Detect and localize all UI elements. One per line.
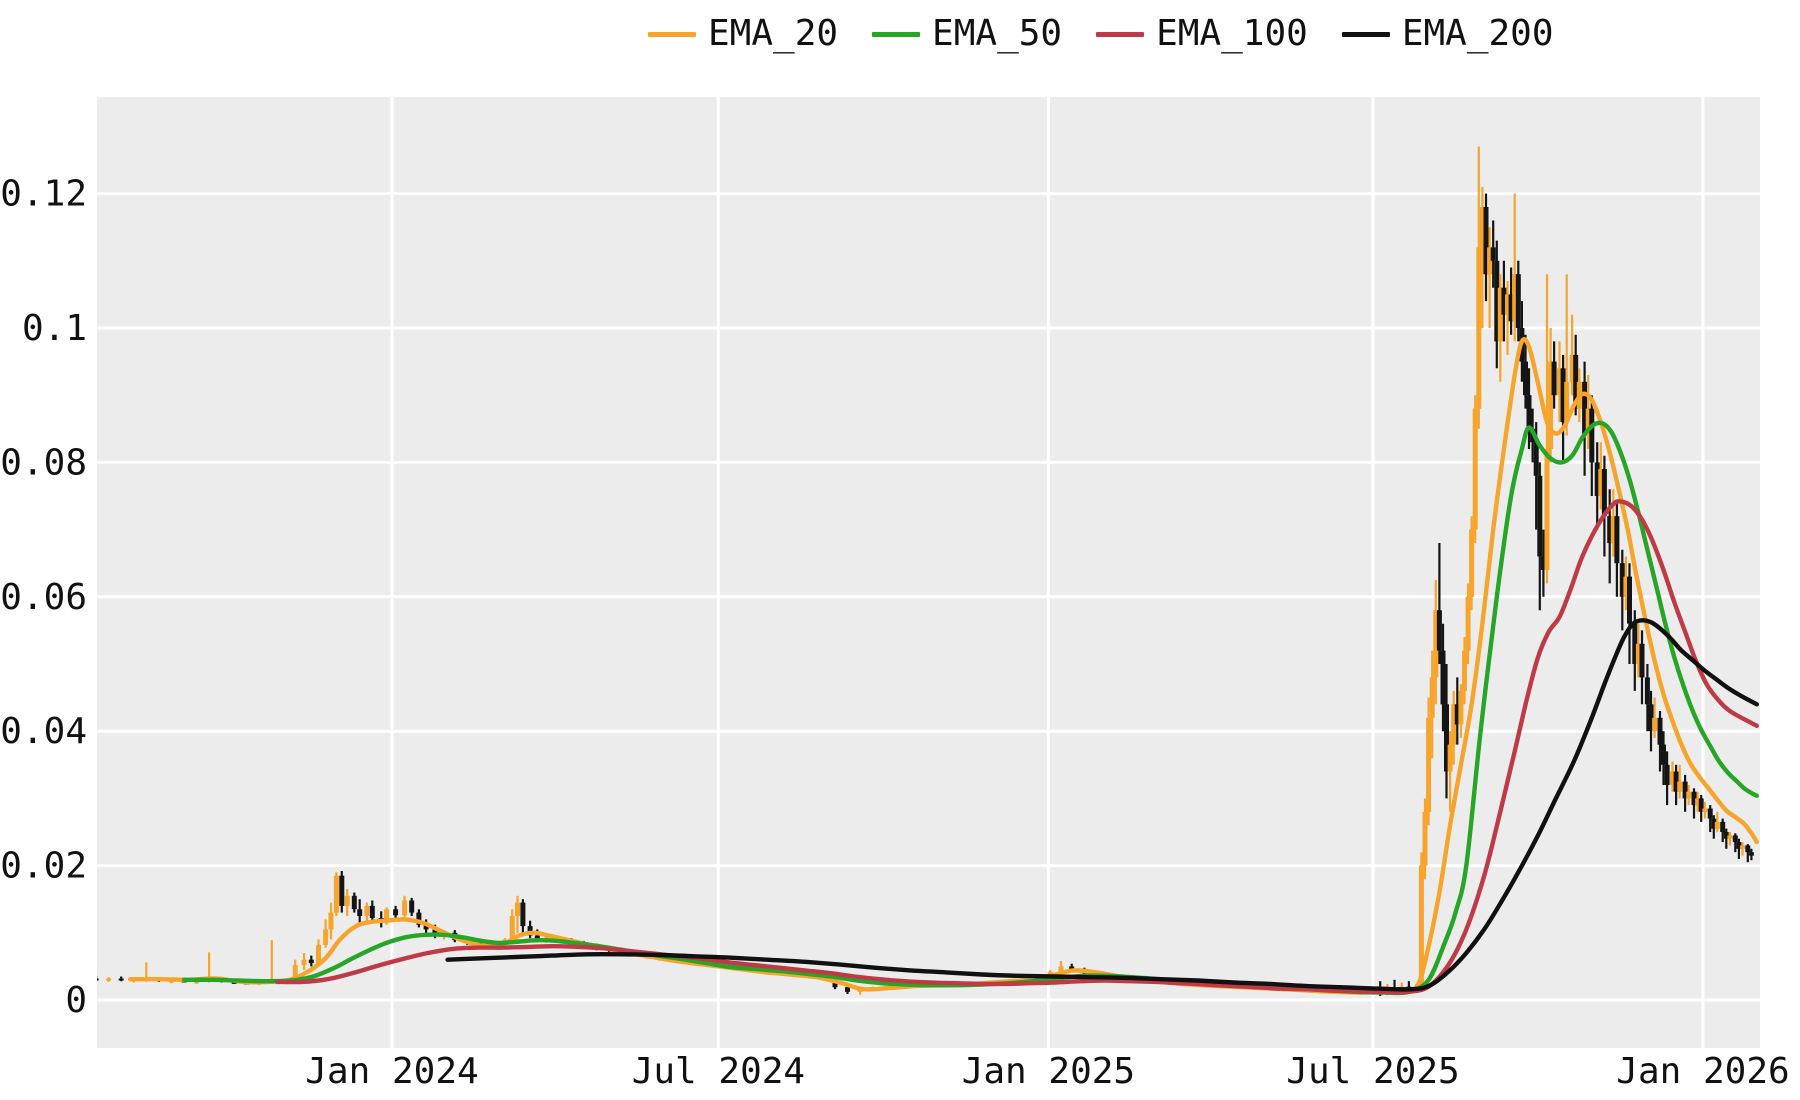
legend-item-ema50: EMA_50 [872, 14, 1062, 54]
x-tick-label: Jan 2025 [962, 1051, 1135, 1092]
legend-item-ema100: EMA_100 [1096, 14, 1308, 54]
legend-label-ema100: EMA_100 [1156, 13, 1308, 54]
x-axis-tick-labels: Jan 2024 Jul 2024 Jan 2025 Jul 2025 Jan 2026 [305, 1051, 1789, 1092]
legend-label-ema200: EMA_200 [1401, 13, 1554, 54]
y-tick-label: 0.1 [22, 308, 87, 349]
x-tick-label: Jan 2026 [1616, 1051, 1789, 1092]
legend-item-ema20: EMA_20 [648, 14, 838, 54]
legend-label-ema20: EMA_20 [708, 13, 839, 54]
legend-item-ema200: EMA_200 [1341, 13, 1554, 54]
y-tick-label: 0 [65, 980, 87, 1021]
x-tick-label: Jul 2025 [1286, 1051, 1459, 1092]
x-tick-label: Jul 2024 [632, 1051, 805, 1092]
y-tick-label: 0.08 [0, 442, 87, 483]
ema50-line-swatch [872, 31, 921, 37]
ema20-line-swatch [648, 31, 696, 37]
y-tick-label: 0.04 [0, 711, 87, 752]
y-tick-label: 0.06 [0, 577, 87, 618]
chart-legend: EMA_20 EMA_50 EMA_100 EMA_200 [648, 14, 1554, 54]
x-tick-label: Jan 2024 [305, 1051, 478, 1092]
ema200-line-swatch [1341, 31, 1390, 37]
ema_200-line [445, 618, 1759, 992]
ema100-line-swatch [1096, 31, 1145, 37]
ema_100-line [275, 499, 1759, 995]
legend-label-ema50: EMA_50 [932, 13, 1063, 54]
y-tick-label: 0.02 [0, 846, 87, 887]
y-axis-tick-labels: 0 0.02 0.04 0.06 0.08 0.1 0.12 [0, 174, 87, 1021]
y-tick-label: 0.12 [0, 174, 87, 215]
